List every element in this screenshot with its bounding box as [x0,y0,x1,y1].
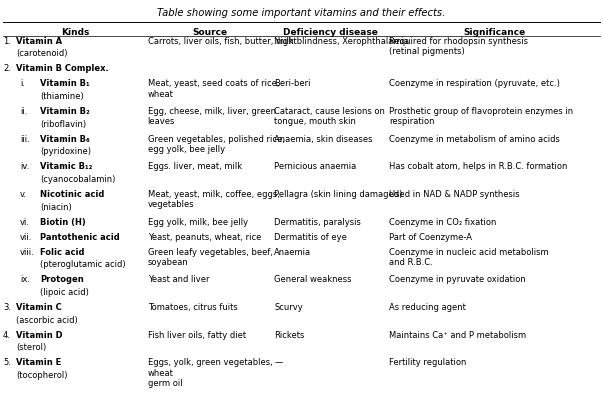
Text: Meat, yeast, seed coats of rice,
wheat: Meat, yeast, seed coats of rice, wheat [148,79,279,99]
Text: (thiamine): (thiamine) [40,92,84,101]
Text: (ascorbic acid): (ascorbic acid) [16,316,78,325]
Text: Carrots, liver oils, fish, butter, milk: Carrots, liver oils, fish, butter, milk [148,37,294,46]
Text: Pellagra (skin lining damaged): Pellagra (skin lining damaged) [274,190,403,199]
Text: Fertility regulation: Fertility regulation [389,358,466,367]
Text: iv.: iv. [20,162,30,171]
Text: As reducing agent: As reducing agent [389,303,466,312]
Text: Yeast, peanuts, wheat, rice: Yeast, peanuts, wheat, rice [148,233,261,242]
Text: Vitamic B₁₂: Vitamic B₁₂ [40,162,93,171]
Text: Dermatitis of eye: Dermatitis of eye [274,233,347,242]
Text: iii.: iii. [20,135,30,144]
Text: Source: Source [192,28,227,37]
Text: Nicotinic acid: Nicotinic acid [40,190,105,199]
Text: Pantothenic acid: Pantothenic acid [40,233,120,242]
Text: Coenzyme in respiration (pyruvate, etc.): Coenzyme in respiration (pyruvate, etc.) [389,79,560,88]
Text: Green leafy vegetables, beef,
soyabean: Green leafy vegetables, beef, soyabean [148,248,273,267]
Text: (niacin): (niacin) [40,203,72,212]
Text: (tocopherol): (tocopherol) [16,371,68,380]
Text: Coenzyme in pyruvate oxidation: Coenzyme in pyruvate oxidation [389,275,526,284]
Text: Vitamin E: Vitamin E [16,358,62,367]
Text: 4.: 4. [3,331,11,340]
Text: (lipoic acid): (lipoic acid) [40,288,89,297]
Text: (riboflavin): (riboflavin) [40,120,86,129]
Text: 1.: 1. [3,37,11,46]
Text: Anaemia, skin diseases: Anaemia, skin diseases [274,135,373,144]
Text: Cataract, cause lesions on
tongue, mouth skin: Cataract, cause lesions on tongue, mouth… [274,107,385,126]
Text: Coenzyme in metabolism of amino acids: Coenzyme in metabolism of amino acids [389,135,560,144]
Text: Coenzyme in CO₂ fixation: Coenzyme in CO₂ fixation [389,218,496,227]
Text: (sterol): (sterol) [16,343,46,352]
Text: Used in NAD & NADP synthesis: Used in NAD & NADP synthesis [389,190,520,199]
Text: Folic acid: Folic acid [40,248,85,257]
Text: Nightblindness, Xerophthalamia: Nightblindness, Xerophthalamia [274,37,409,46]
Text: Meat, yeast, milk, coffee, eggs,
vegetables: Meat, yeast, milk, coffee, eggs, vegetab… [148,190,280,209]
Text: Eggs, yolk, green vegetables,
wheat
germ oil: Eggs, yolk, green vegetables, wheat germ… [148,358,273,388]
Text: Maintains Ca⁺ and P metabolism: Maintains Ca⁺ and P metabolism [389,331,526,340]
Text: Beri-beri: Beri-beri [274,79,311,88]
Text: v.: v. [20,190,27,199]
Text: Eggs. liver, meat, milk: Eggs. liver, meat, milk [148,162,242,171]
Text: Prosthetic group of flavoprotein enzymes in
respiration: Prosthetic group of flavoprotein enzymes… [389,107,573,126]
Text: Yeast and liver: Yeast and liver [148,275,209,284]
Text: vii.: vii. [20,233,33,242]
Text: Anaemia: Anaemia [274,248,312,257]
Text: Scurvy: Scurvy [274,303,303,312]
Text: ix.: ix. [20,275,30,284]
Text: Dermatitis, paralysis: Dermatitis, paralysis [274,218,361,227]
Text: Vitamin B₁: Vitamin B₁ [40,79,90,88]
Text: Fish liver oils, fatty diet: Fish liver oils, fatty diet [148,331,246,340]
Text: Green vegetables, polished rice,
egg yolk, bee jelly: Green vegetables, polished rice, egg yol… [148,135,285,154]
Text: 5.: 5. [3,358,11,367]
Text: Has cobalt atom, helps in R.B.C. formation: Has cobalt atom, helps in R.B.C. formati… [389,162,567,171]
Text: Protogen: Protogen [40,275,84,284]
Text: Vitamin B₆: Vitamin B₆ [40,135,90,144]
Text: Vitamin B Complex.: Vitamin B Complex. [16,64,109,73]
Text: Pernicious anaemia: Pernicious anaemia [274,162,356,171]
Text: (pteroglutamic acid): (pteroglutamic acid) [40,260,126,269]
Text: Part of Coenzyme-A: Part of Coenzyme-A [389,233,472,242]
Text: 2.: 2. [3,64,11,73]
Text: ii.: ii. [20,107,27,116]
Text: Rickets: Rickets [274,331,305,340]
Text: Egg, cheese, milk, liver, green
leaves: Egg, cheese, milk, liver, green leaves [148,107,276,126]
Text: General weakness: General weakness [274,275,352,284]
Text: 3.: 3. [3,303,11,312]
Text: Vitamin B₂: Vitamin B₂ [40,107,90,116]
Text: Egg yolk, milk, bee jelly: Egg yolk, milk, bee jelly [148,218,248,227]
Text: Coenzyme in nucleic acid metabolism
and R.B.C.: Coenzyme in nucleic acid metabolism and … [389,248,549,267]
Text: Vitamin C: Vitamin C [16,303,62,312]
Text: Deficiency disease: Deficiency disease [283,28,378,37]
Text: (pyridoxine): (pyridoxine) [40,147,92,156]
Text: (cyanocobalamin): (cyanocobalamin) [40,175,116,184]
Text: viii.: viii. [20,248,34,257]
Text: Significance: Significance [463,28,526,37]
Text: Vitamin A: Vitamin A [16,37,62,46]
Text: (carotenoid): (carotenoid) [16,49,68,58]
Text: Table showing some important vitamins and their effects.: Table showing some important vitamins an… [157,8,446,18]
Text: —: — [274,358,283,367]
Text: vi.: vi. [20,218,30,227]
Text: Biotin (H): Biotin (H) [40,218,86,227]
Text: Required for rhodopsin synthesis
(retinal pigments): Required for rhodopsin synthesis (retina… [389,37,528,56]
Text: Kinds: Kinds [61,28,90,37]
Text: i.: i. [20,79,25,88]
Text: Vitamin D: Vitamin D [16,331,63,340]
Text: Tomatoes, citrus fuits: Tomatoes, citrus fuits [148,303,238,312]
